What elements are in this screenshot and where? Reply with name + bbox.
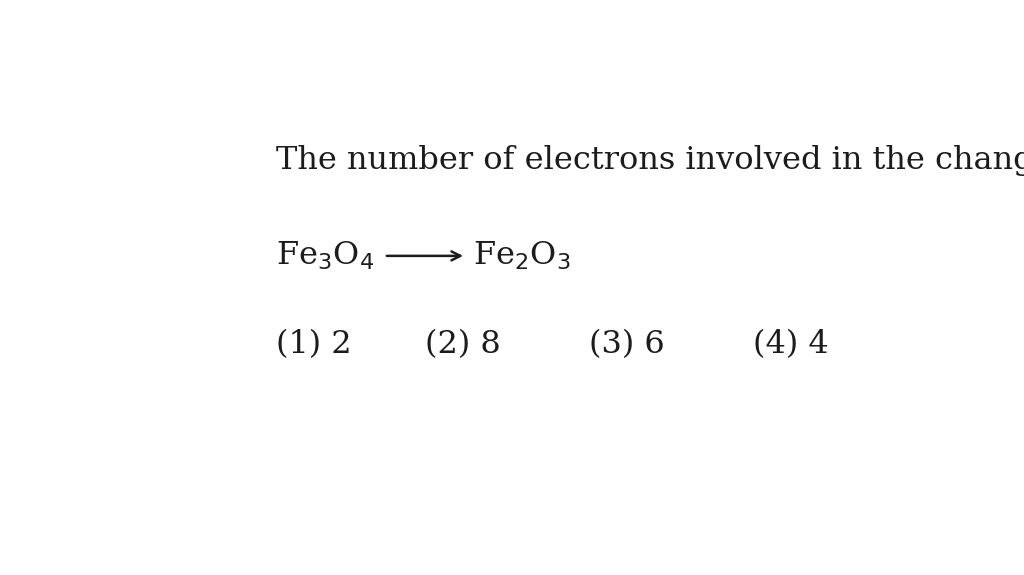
Text: (4) 4: (4) 4 [753,329,828,361]
Text: (2) 8: (2) 8 [425,329,501,361]
Text: Fe$_2$O$_3$: Fe$_2$O$_3$ [473,240,570,272]
Text: The number of electrons involved in the change: The number of electrons involved in the … [276,145,1024,177]
Text: (1) 2: (1) 2 [276,329,352,361]
Text: Fe$_3$O$_4$: Fe$_3$O$_4$ [276,240,375,272]
Text: (3) 6: (3) 6 [589,329,665,361]
